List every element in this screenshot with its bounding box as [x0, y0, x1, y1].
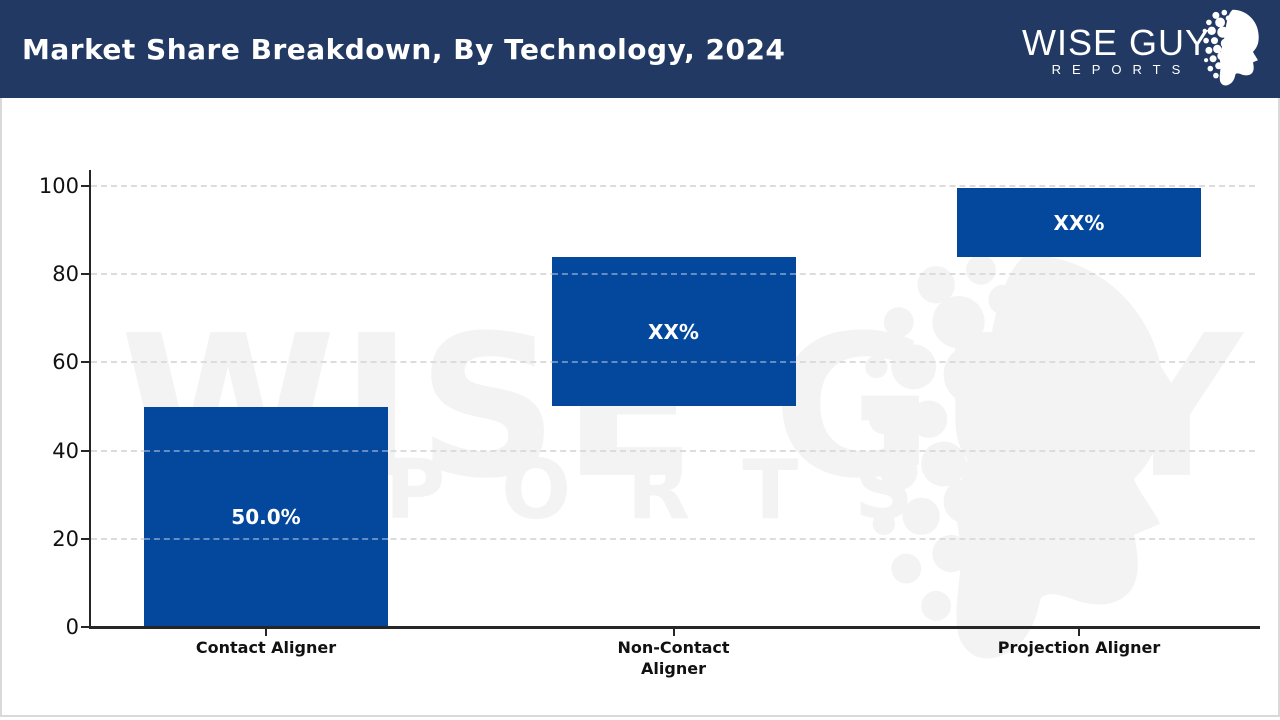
y-tick-mark	[81, 361, 89, 364]
y-tick-mark	[81, 185, 89, 187]
y-tick-label: 100	[38, 174, 79, 198]
y-tick-label: 40	[52, 438, 79, 463]
y-axis-line	[89, 170, 91, 629]
y-gridline	[91, 537, 1255, 540]
y-tick-mark	[81, 626, 89, 628]
y-tick-mark	[81, 537, 89, 540]
y-tick-label: 0	[65, 615, 79, 639]
chart-canvas: WISE GUY REPORTS 0 20 40 60 80 100 50.0% Contac…	[0, 98, 1280, 717]
bar-segment: XX%	[551, 257, 796, 407]
x-axis-line	[89, 626, 1260, 629]
header-banner: Market Share Breakdown, By Technology, 2…	[0, 0, 1280, 98]
x-tick-label: Non-Contact Aligner	[617, 638, 730, 678]
y-tick-label: 60	[52, 350, 79, 375]
bar-value-label: 50.0%	[231, 504, 301, 529]
y-gridline	[91, 185, 1255, 187]
gridline-over-bar	[144, 537, 388, 540]
dotted-face-profile-icon	[1202, 9, 1259, 86]
gridline-over-bar	[551, 361, 796, 364]
gridline-over-bar	[551, 273, 796, 276]
y-tick-label: 80	[52, 262, 79, 287]
y-tick-mark	[81, 449, 89, 452]
bar-segment: 50.0%	[144, 406, 388, 627]
bar-value-label: XX%	[1053, 210, 1105, 235]
logo-brand-name: WISE GUY	[1021, 21, 1210, 63]
x-tick-label: Contact Aligner	[195, 638, 337, 657]
x-tick-mark	[1078, 628, 1080, 636]
y-tick-mark	[81, 273, 89, 276]
plot-area: 0 20 40 60 80 100 50.0% Contact Aligner XX% Non-C…	[2, 98, 1278, 715]
wise-guy-reports-logo: WISE GUY REPORTS	[1022, 7, 1264, 91]
logo-text: WISE GUY REPORTS	[1022, 22, 1210, 77]
y-tick-label: 20	[52, 526, 79, 551]
x-tick-mark	[265, 628, 267, 636]
page-title: Market Share Breakdown, By Technology, 2…	[22, 32, 786, 66]
x-tick-mark	[672, 628, 675, 636]
bar-segment: XX%	[957, 188, 1201, 257]
y-gridline	[91, 449, 1255, 452]
logo-brand-subtitle: REPORTS	[1051, 61, 1192, 77]
gridline-over-bar	[144, 449, 388, 452]
bar-value-label: XX%	[648, 319, 699, 344]
x-tick-label: Projection Aligner	[997, 638, 1161, 657]
